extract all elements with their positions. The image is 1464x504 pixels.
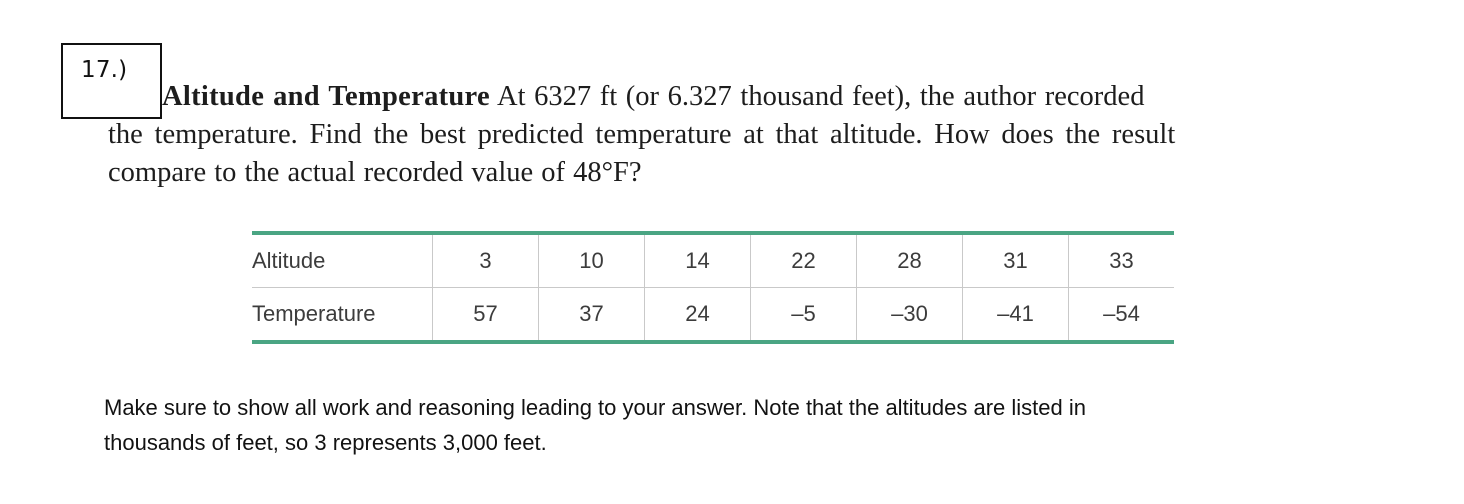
altitude-cell-6: 31 bbox=[962, 231, 1069, 288]
temperature-cell-1: 57 bbox=[432, 287, 539, 344]
temperature-cell-4: –5 bbox=[750, 287, 857, 344]
instructions-line-2: thousands of feet, so 3 represents 3,000… bbox=[104, 430, 547, 455]
altitude-cell-3: 14 bbox=[644, 231, 751, 288]
problem-line-2: the temperature. Find the best predicted… bbox=[108, 119, 1176, 150]
instructions-line-1: Make sure to show all work and reasoning… bbox=[104, 395, 1086, 420]
instructions-text: Make sure to show all work and reasoning… bbox=[104, 390, 1354, 460]
altitude-cell-4: 22 bbox=[750, 231, 857, 288]
row-label-temperature: Temperature bbox=[252, 287, 433, 344]
problem-line-3: compare to the actual recorded value of … bbox=[108, 157, 642, 188]
problem-statement: Altitude and Temperature At 6327 ft (or … bbox=[108, 78, 1343, 192]
problem-title: Altitude and Temperature bbox=[162, 81, 490, 112]
temperature-cell-6: –41 bbox=[962, 287, 1069, 344]
row-label-altitude: Altitude bbox=[252, 231, 433, 288]
temperature-cell-7: –54 bbox=[1068, 287, 1174, 344]
problem-line-1-text: At 6327 ft (or 6.327 thousand feet), the… bbox=[497, 81, 1145, 112]
altitude-cell-1: 3 bbox=[432, 231, 539, 288]
problem-line-1: Altitude and Temperature At 6327 ft (or … bbox=[108, 78, 1343, 116]
data-table-container: Altitude 3 10 14 22 28 31 33 Temperature… bbox=[252, 231, 1174, 344]
altitude-cell-7: 33 bbox=[1068, 231, 1174, 288]
altitude-cell-2: 10 bbox=[538, 231, 645, 288]
question-number-label: 17.) bbox=[81, 57, 128, 83]
table-row-altitude: Altitude 3 10 14 22 28 31 33 bbox=[252, 231, 1174, 288]
altitude-cell-5: 28 bbox=[856, 231, 963, 288]
temperature-cell-3: 24 bbox=[644, 287, 751, 344]
question-number-box: 17.) bbox=[61, 43, 162, 119]
table-row-temperature: Temperature 57 37 24 –5 –30 –41 –54 bbox=[252, 287, 1174, 344]
temperature-cell-2: 37 bbox=[538, 287, 645, 344]
altitude-temperature-table: Altitude 3 10 14 22 28 31 33 Temperature… bbox=[252, 231, 1174, 344]
temperature-cell-5: –30 bbox=[856, 287, 963, 344]
